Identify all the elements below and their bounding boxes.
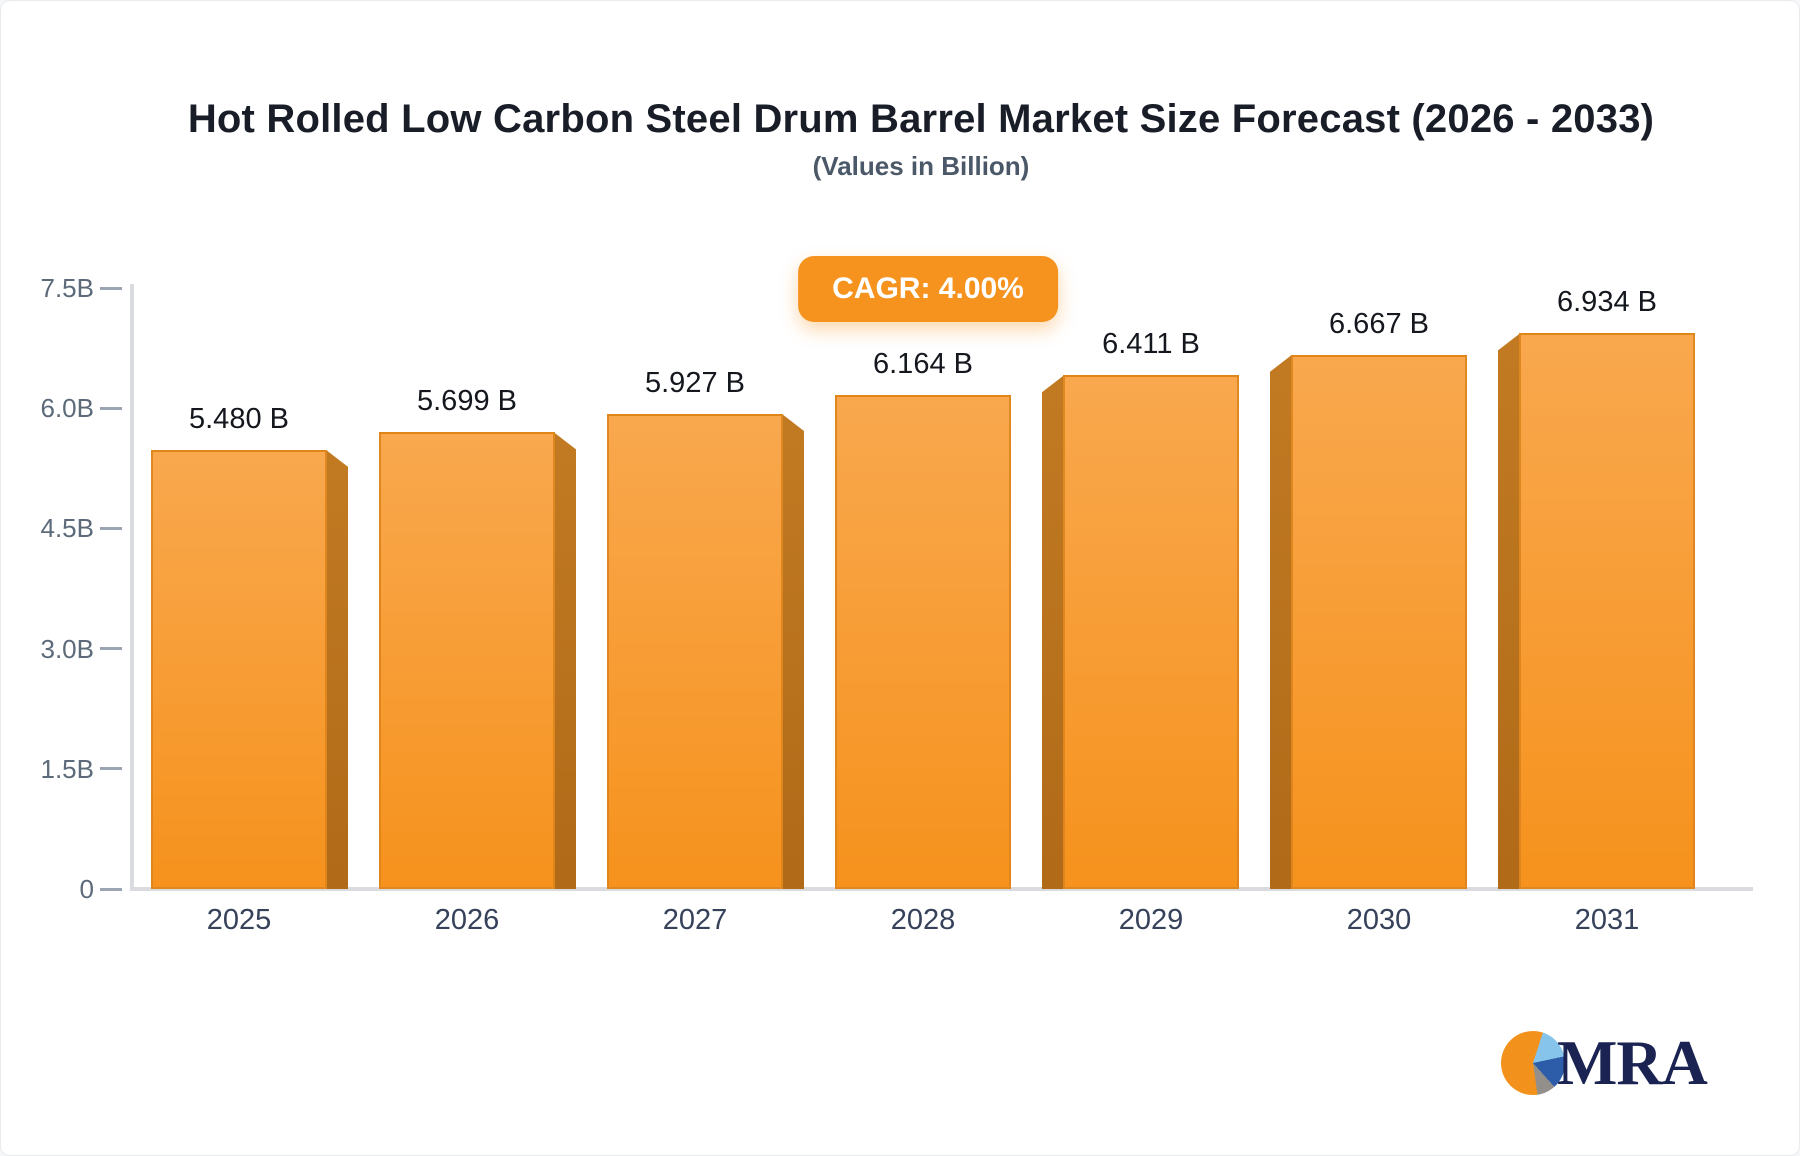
bar-side-face-2027 <box>782 414 804 889</box>
bar-2030[interactable] <box>1291 354 1467 889</box>
bar-side-face-2025 <box>326 449 348 889</box>
x-tick-label-2031: 2031 <box>1574 904 1640 936</box>
y-tick-label: 3.0B <box>40 633 95 664</box>
bar-value-label-2026: 5.699 B <box>417 385 517 418</box>
y-tick-mark <box>100 406 122 410</box>
y-tick-label: 6.0B <box>40 393 95 424</box>
y-tick-mark <box>100 767 122 771</box>
bar-value-label-2025: 5.480 B <box>189 402 289 435</box>
bar-value-label-2027: 5.927 B <box>645 367 745 400</box>
bar-2025[interactable] <box>151 449 327 889</box>
x-tick-label-2025: 2025 <box>206 904 272 936</box>
x-tick-label-2026: 2026 <box>434 904 500 936</box>
y-axis-line <box>130 284 134 889</box>
x-tick-label-2029: 2029 <box>1118 904 1184 936</box>
x-tick-label-2028: 2028 <box>890 904 956 936</box>
page-subtitle: (Values in Billion) <box>812 151 1030 181</box>
bar-side-face-2031 <box>1498 333 1520 889</box>
bar-2027[interactable] <box>607 414 783 889</box>
y-tick-mark <box>100 526 122 530</box>
mra-logo-text: MRA <box>1557 1027 1708 1098</box>
bar-2031[interactable] <box>1519 333 1695 889</box>
mra-logo: MRA <box>1501 1027 1708 1098</box>
y-tick-label: 7.5B <box>40 273 95 303</box>
pie-chart-logo-icon <box>1501 1031 1565 1095</box>
page-title: Hot Rolled Low Carbon Steel Drum Barrel … <box>187 97 1655 141</box>
bar-value-label-2030: 6.667 B <box>1329 307 1429 340</box>
bar-side-face-2026 <box>554 432 576 889</box>
bar-2026[interactable] <box>379 432 555 889</box>
y-tick-label: 1.5B <box>40 753 95 784</box>
y-tick-label: 0 <box>79 874 94 904</box>
bar-value-label-2028: 6.164 B <box>873 348 973 381</box>
bar-2028[interactable] <box>835 395 1011 889</box>
bar-side-face-2029 <box>1042 375 1064 889</box>
y-tick-mark <box>100 286 122 290</box>
y-tick-label: 4.5B <box>40 513 95 544</box>
x-axis-line <box>130 887 1753 891</box>
x-tick-label-2030: 2030 <box>1346 904 1412 936</box>
bar-side-face-2030 <box>1270 354 1292 889</box>
y-tick-mark <box>100 887 122 891</box>
y-tick-mark <box>100 647 122 651</box>
bar-value-label-2029: 6.411 B <box>1102 328 1200 361</box>
cagr-badge: CAGR: 4.00% <box>798 256 1058 322</box>
x-tick-label-2027: 2027 <box>662 904 728 936</box>
bar-2029[interactable] <box>1063 375 1239 889</box>
bar-value-label-2031: 6.934 B <box>1557 286 1657 319</box>
